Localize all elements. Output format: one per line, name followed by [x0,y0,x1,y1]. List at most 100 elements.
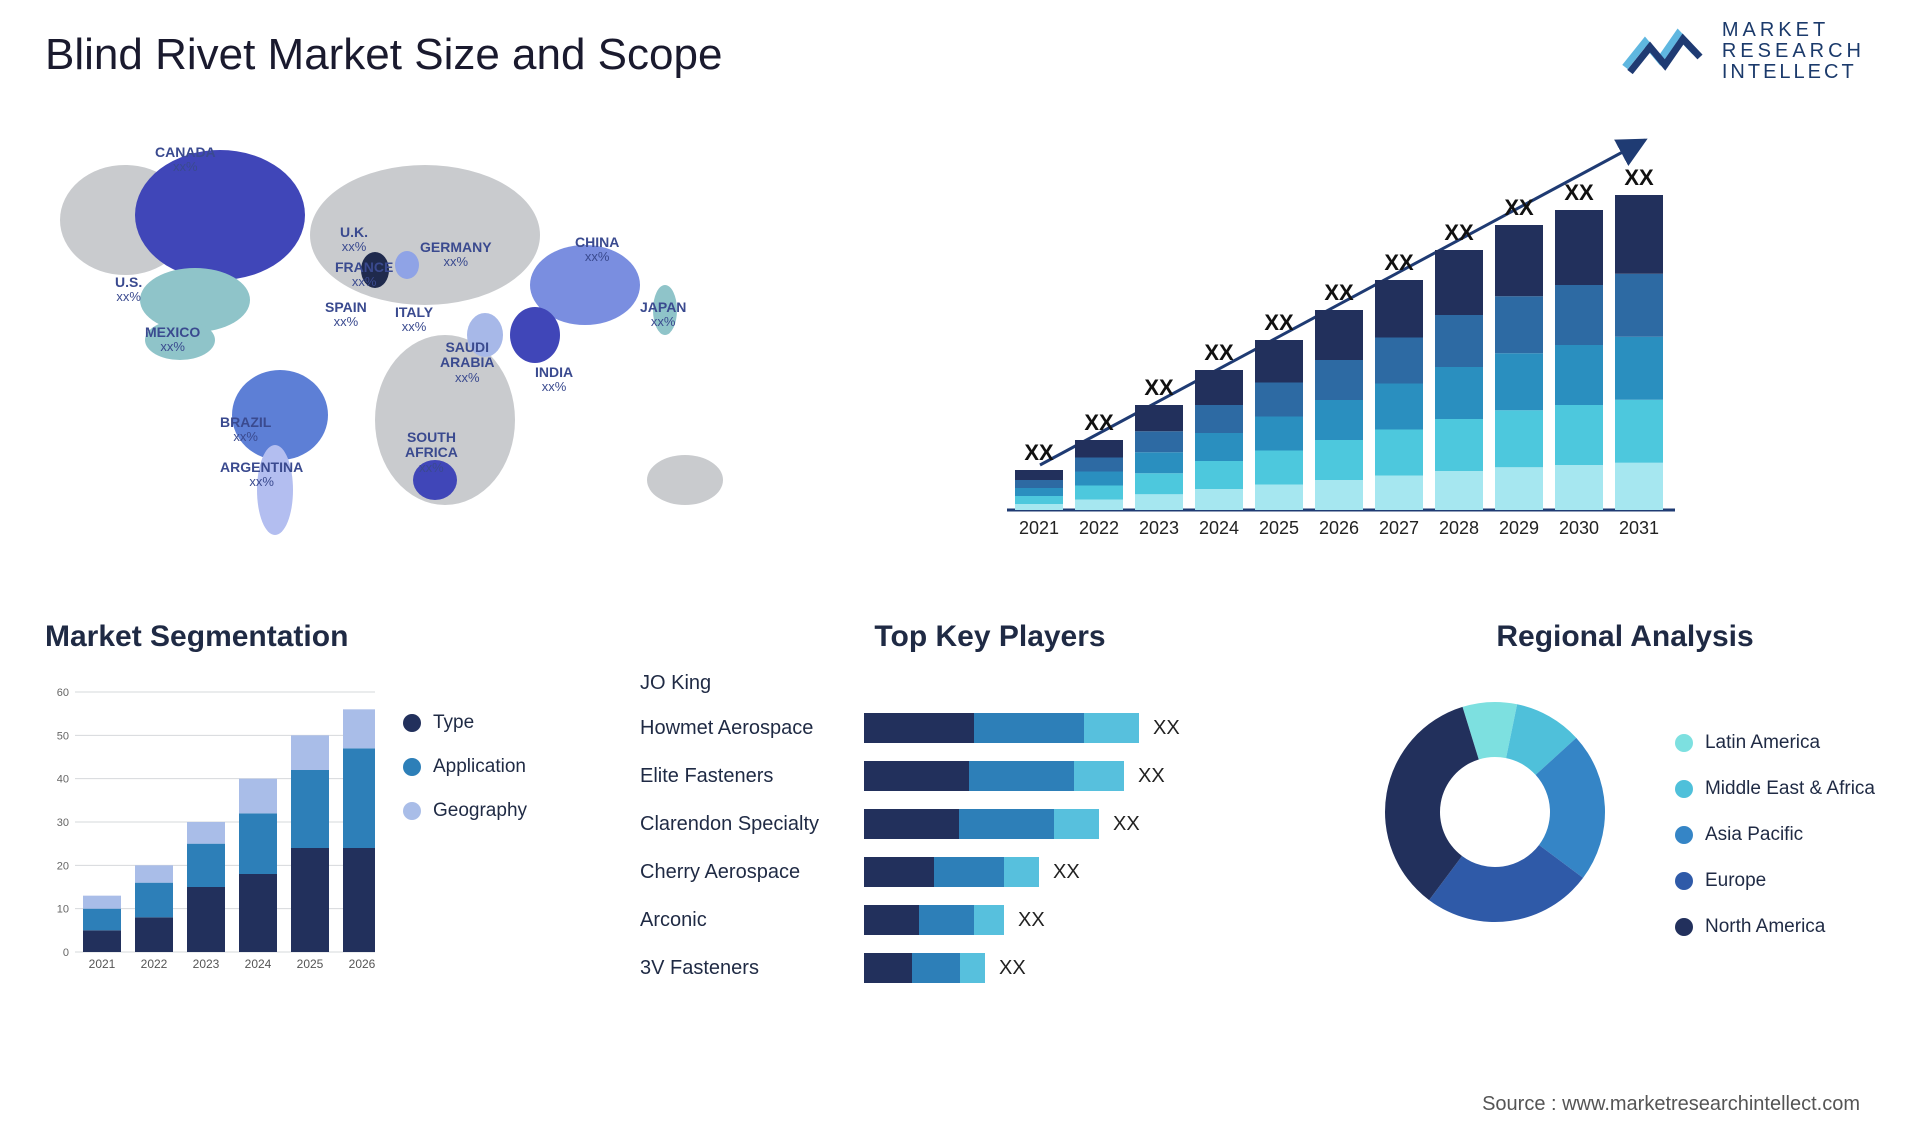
legend-label: Latin America [1705,732,1820,754]
player-row: JO King [640,672,1340,695]
svg-text:2021: 2021 [1019,518,1059,538]
map-label: SOUTHAFRICAxx% [405,430,458,475]
svg-text:50: 50 [57,730,69,742]
svg-text:40: 40 [57,774,69,786]
player-bar [864,809,1099,839]
svg-text:XX: XX [1204,340,1234,365]
players-list: JO KingHowmet AerospaceXXElite Fasteners… [640,672,1340,983]
regional-legend: Latin America Middle East & Africa Asia Pa… [1675,732,1875,938]
segmentation-legend: Type Application Geography [403,712,527,972]
map-label: FRANCExx% [335,260,393,290]
segmentation-chart: 0102030405060202120222023202420252026 [45,672,375,972]
player-value: XX [999,957,1026,980]
player-name: 3V Fasteners [640,957,850,980]
legend-dot [1675,734,1693,752]
svg-text:XX: XX [1024,440,1054,465]
player-name: Howmet Aerospace [640,717,850,740]
legend-label: Asia Pacific [1705,824,1803,846]
regional-analysis: Regional Analysis Latin America Middle Ea… [1375,620,1875,1010]
player-value: XX [1053,861,1080,884]
player-value: XX [1138,765,1165,788]
map-label: BRAZILxx% [220,415,271,445]
legend-item: Application [403,756,527,778]
svg-text:2026: 2026 [349,957,375,971]
top-key-players: Top Key Players JO King Howmet Aerospace X… [640,620,1340,1010]
legend-label: Geography [433,800,527,822]
svg-text:30: 30 [57,817,69,829]
map-label: U.S.xx% [115,275,142,305]
svg-text:XX: XX [1504,195,1534,220]
player-name: Cherry Aerospace [640,861,850,884]
svg-text:XX: XX [1444,220,1474,245]
svg-text:2021: 2021 [89,957,116,971]
player-name: Arconic [640,909,850,932]
player-row: Howmet Aerospace XX [640,713,1340,743]
map-label: GERMANYxx% [420,240,492,270]
svg-text:2022: 2022 [141,957,168,971]
player-bar [864,905,1004,935]
legend-dot [403,758,421,776]
svg-text:XX: XX [1264,310,1294,335]
brand-logo: MARKET RESEARCH INTELLECT [1620,20,1865,83]
svg-text:2024: 2024 [245,957,272,971]
growth-bar-chart: 2021XX2022XX2023XX2024XX2025XX2026XX2027… [975,110,1875,580]
logo-line1: MARKET [1722,20,1865,41]
map-label: CANADAxx% [155,145,216,175]
svg-text:2022: 2022 [1079,518,1119,538]
market-segmentation: Market Segmentation 01020304050602021202… [45,620,605,1010]
player-row: Cherry Aerospace XX [640,857,1340,887]
player-value: XX [1018,909,1045,932]
svg-text:2031: 2031 [1619,518,1659,538]
player-bar [864,761,1124,791]
page-title: Blind Rivet Market Size and Scope [45,30,1875,80]
map-label: MEXICOxx% [145,325,200,355]
source-attribution: Source : www.marketresearchintellect.com [1482,1093,1860,1116]
svg-text:2029: 2029 [1499,518,1539,538]
svg-text:20: 20 [57,860,69,872]
legend-item: North America [1675,916,1875,938]
player-bar [864,713,1139,743]
legend-dot [1675,872,1693,890]
regional-title: Regional Analysis [1375,620,1875,654]
legend-dot [1675,918,1693,936]
player-row: Arconic XX [640,905,1340,935]
player-row: Clarendon SpecialtyXX [640,809,1340,839]
svg-text:60: 60 [57,687,69,699]
svg-text:XX: XX [1144,375,1174,400]
svg-text:0: 0 [63,947,69,959]
logo-line3: INTELLECT [1722,62,1865,83]
player-row: 3V Fasteners XX [640,953,1340,983]
map-label: INDIAxx% [535,365,573,395]
legend-item: Middle East & Africa [1675,778,1875,800]
player-value: XX [1153,717,1180,740]
player-row: Elite FastenersXX [640,761,1340,791]
legend-label: Middle East & Africa [1705,778,1875,800]
legend-item: Latin America [1675,732,1875,754]
player-name: JO King [640,672,850,695]
svg-text:2023: 2023 [1139,518,1179,538]
svg-text:XX: XX [1084,410,1114,435]
legend-label: Europe [1705,870,1766,892]
svg-text:2024: 2024 [1199,518,1239,538]
map-label: U.K.xx% [340,225,368,255]
legend-dot [403,802,421,820]
legend-label: Application [433,756,526,778]
legend-dot [403,714,421,732]
svg-text:2027: 2027 [1379,518,1419,538]
map-label: SAUDIARABIAxx% [440,340,494,385]
legend-item: Type [403,712,527,734]
player-bar [864,953,985,983]
svg-text:10: 10 [57,904,69,916]
legend-item: Asia Pacific [1675,824,1875,846]
growth-svg: 2021XX2022XX2023XX2024XX2025XX2026XX2027… [975,110,1875,550]
legend-dot [1675,826,1693,844]
legend-item: Geography [403,800,527,822]
player-name: Clarendon Specialty [640,813,850,836]
regional-donut [1375,672,1635,952]
svg-text:2030: 2030 [1559,518,1599,538]
svg-text:2026: 2026 [1319,518,1359,538]
logo-line2: RESEARCH [1722,41,1865,62]
players-title: Top Key Players [640,620,1340,654]
legend-dot [1675,780,1693,798]
legend-label: North America [1705,916,1825,938]
